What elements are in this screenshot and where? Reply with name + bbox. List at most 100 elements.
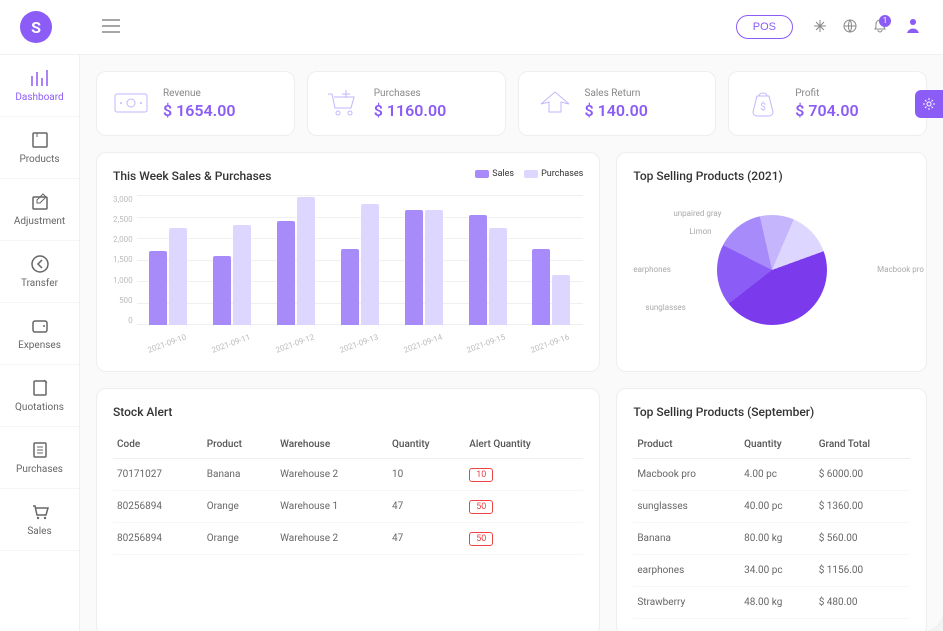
x-tick: 2021-09-11 [211,332,252,354]
sidebar-item-sales[interactable]: Sales [0,489,79,551]
kpi-value: $ 1654.00 [163,101,236,120]
table-cell: Orange [203,523,276,555]
sidebar-item-label: Transfer [21,278,58,289]
pie-label: Macbook pro [877,265,924,274]
bell-icon[interactable]: 1 [873,19,887,36]
menu-toggle-icon[interactable] [102,19,120,36]
table-cell: 80256894 [113,491,203,523]
kpi-profit: $Profit$ 704.00 [728,71,927,136]
bar-purchases [233,225,251,325]
sidebar: Dashboard Products Adjustment Transfer Expen… [0,55,80,631]
user-avatar-icon[interactable] [903,17,923,37]
table-cell: 47 [388,491,465,523]
sidebar-item-label: Quotations [15,402,64,413]
edit-icon [30,192,50,212]
alert-qty-badge: 10 [469,468,493,482]
y-tick: 1,000 [113,276,133,285]
bar-group [341,204,379,325]
kpi-icon [324,86,360,121]
pos-button[interactable]: POS [736,15,793,39]
back-icon [30,254,50,274]
table-cell: Warehouse 2 [276,459,388,491]
table-cell: 80256894 [113,523,203,555]
table-cell: $ 480.00 [815,587,910,619]
kpi-icon [113,86,149,121]
sidebar-item-dashboard[interactable]: Dashboard [0,55,79,117]
table-cell: Warehouse 1 [276,491,388,523]
sidebar-item-transfer[interactable]: Transfer [0,241,79,303]
bar-sales [149,251,167,325]
table-header: Alert Quantity [465,431,583,459]
table-row: earphones34.00 pc$ 1156.00 [633,555,910,587]
table-cell: 10 [465,459,583,491]
sidebar-item-products[interactable]: Products [0,117,79,179]
bar-sales [341,249,359,325]
table-row: 80256894OrangeWarehouse 14750 [113,491,583,523]
bar-purchases [425,210,443,325]
table-row: Banana80.00 kg$ 560.00 [633,523,910,555]
kpi-revenue: Revenue$ 1654.00 [96,71,295,136]
weekly-chart-card: SalesPurchases This Week Sales & Purchas… [96,152,600,372]
stock-alert-title: Stock Alert [113,405,583,419]
table-cell: 48.00 kg [740,587,815,619]
x-tick: 2021-09-12 [274,332,315,354]
y-tick: 1,500 [113,255,133,264]
topbar: S POS 1 [0,0,943,55]
kpi-icon: $ [745,86,781,121]
y-tick: 0 [113,316,133,325]
table-cell: 80.00 kg [740,523,815,555]
table-header: Product [203,431,276,459]
pie-label: earphones [633,265,671,274]
table-cell: Strawberry [633,587,740,619]
bar-purchases [169,228,187,326]
legend-item: Purchases [524,169,583,179]
kpi-icon [535,86,571,121]
sidebar-item-quotations[interactable]: Quotations [0,365,79,427]
table-cell: $ 560.00 [815,523,910,555]
kpi-value: $ 1160.00 [374,101,447,120]
bar-purchases [489,228,507,326]
sidebar-item-expenses[interactable]: Expenses [0,303,79,365]
bar-group [277,197,315,325]
settings-fab-icon[interactable] [915,90,943,118]
bar-purchases [297,197,315,325]
kpi-row: Revenue$ 1654.00Purchases$ 1160.00Sales … [96,71,927,136]
sidebar-item-adjustment[interactable]: Adjustment [0,179,79,241]
bar-sales [277,221,295,325]
sidebar-item-label: Products [19,154,59,165]
table-cell: $ 1360.00 [815,491,910,523]
bar-group [469,215,507,326]
notification-badge: 1 [879,15,891,27]
chart-icon [30,68,50,88]
list-icon [30,440,50,460]
sidebar-item-label: Adjustment [14,216,65,227]
bar-group [532,249,570,325]
box-icon [30,130,50,150]
kpi-label: Profit [795,88,858,99]
sidebar-item-purchases[interactable]: Purchases [0,427,79,489]
doc-icon [30,378,50,398]
table-header: Quantity [388,431,465,459]
bar-purchases [552,275,570,325]
kpi-value: $ 140.00 [585,101,648,120]
top-month-table: ProductQuantityGrand Total Macbook pro4.… [633,431,910,619]
table-cell: 4.00 pc [740,459,815,491]
sidebar-item-label: Sales [27,526,51,537]
table-cell: 40.00 pc [740,491,815,523]
table-cell: 70171027 [113,459,203,491]
pie-label: unpaired gray [673,209,721,218]
x-tick: 2021-09-13 [338,332,379,354]
table-cell: sunglasses [633,491,740,523]
x-tick: 2021-09-15 [466,332,507,354]
globe-icon[interactable] [843,19,857,36]
alert-qty-badge: 50 [469,500,493,514]
kpi-sales-return: Sales Return $ 140.00 [518,71,717,136]
kpi-label: Sales Return [585,88,648,99]
kpi-purchases: Purchases$ 1160.00 [307,71,506,136]
table-cell: 10 [388,459,465,491]
table-cell: earphones [633,555,740,587]
legend-item: Sales [475,169,514,179]
fullscreen-icon[interactable] [813,19,827,36]
table-row: Strawberry48.00 kg$ 480.00 [633,587,910,619]
table-header: Grand Total [815,431,910,459]
